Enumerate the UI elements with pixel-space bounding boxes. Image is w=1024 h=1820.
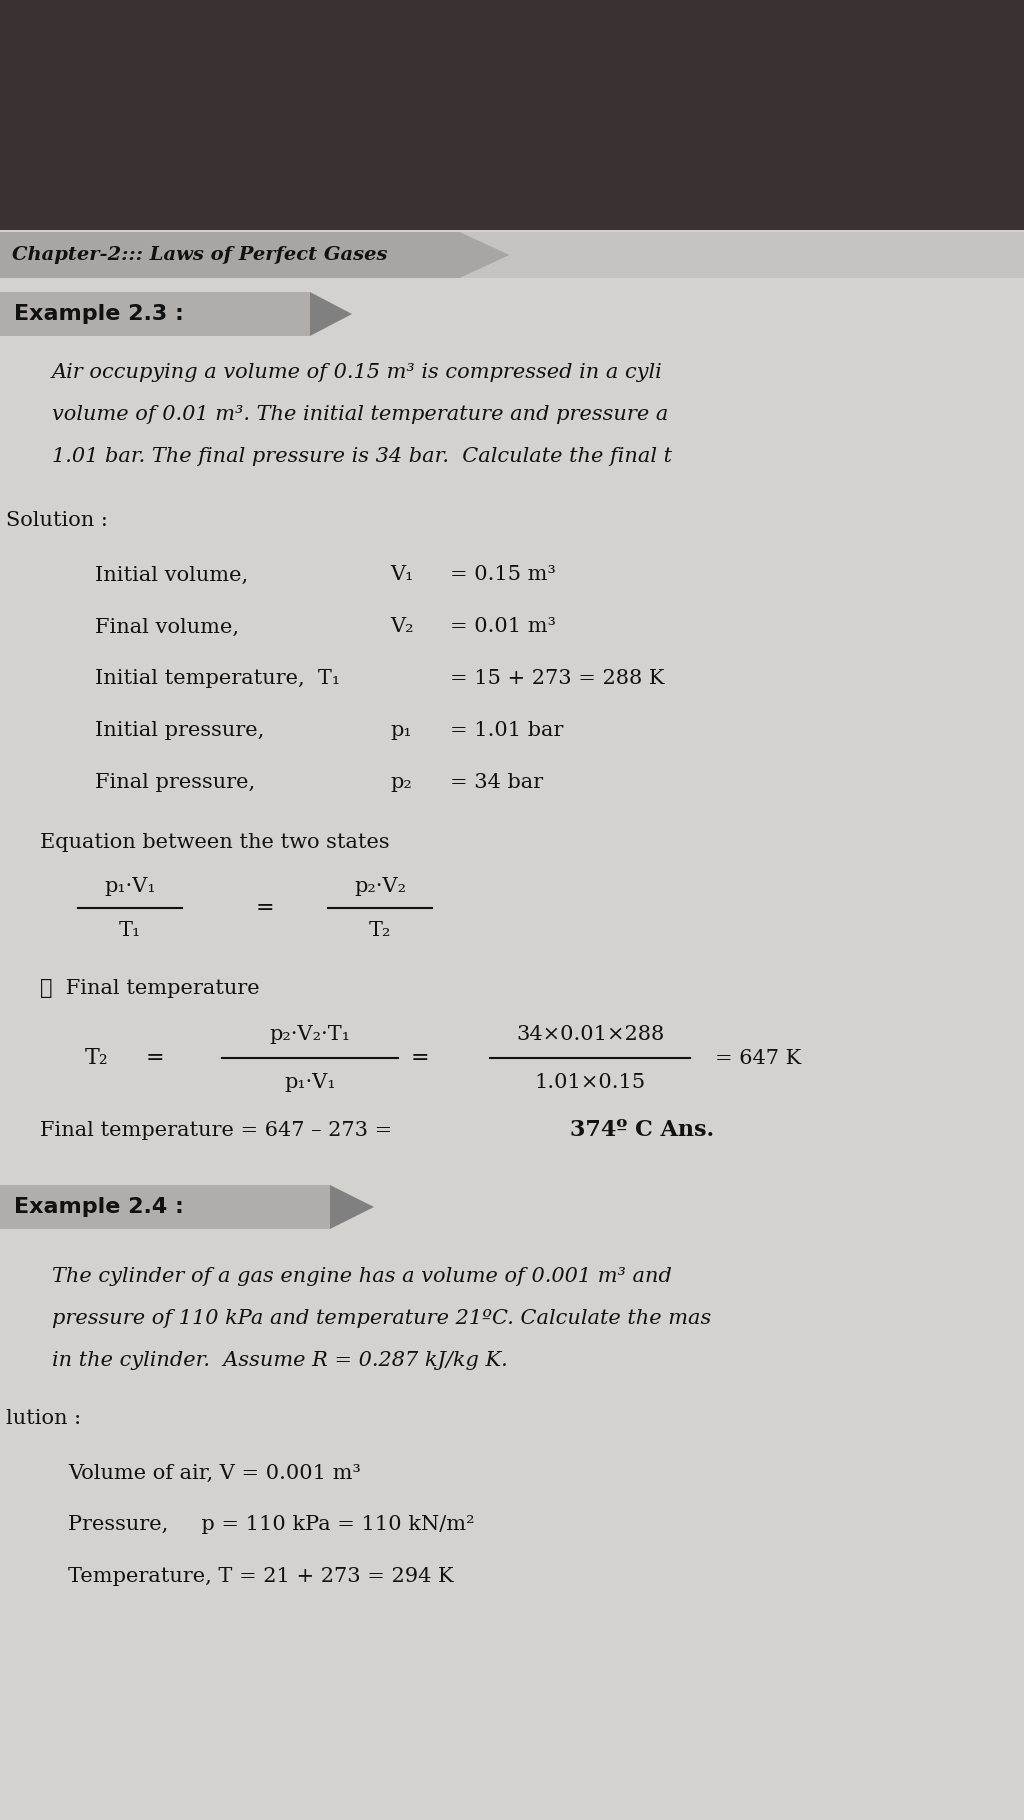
Text: p₁·V₁: p₁·V₁ (104, 877, 156, 895)
Text: Final temperature = 647 – 273 =: Final temperature = 647 – 273 = (40, 1121, 399, 1139)
Text: lution :: lution : (6, 1409, 81, 1427)
Polygon shape (460, 231, 1024, 278)
Text: Equation between the two states: Equation between the two states (40, 834, 389, 852)
Text: Initial volume,: Initial volume, (95, 566, 248, 584)
Text: Example 2.3 :: Example 2.3 : (14, 304, 184, 324)
Text: pressure of 110 kPa and temperature 21ºC. Calculate the mas: pressure of 110 kPa and temperature 21ºC… (52, 1310, 712, 1329)
Text: T₁: T₁ (119, 921, 141, 939)
Text: Air occupying a volume of 0.15 m³ is compressed in a cyli: Air occupying a volume of 0.15 m³ is com… (52, 362, 663, 382)
Text: T₂: T₂ (369, 921, 391, 939)
Text: Final pressure,: Final pressure, (95, 774, 255, 792)
Text: = 1.01 bar: = 1.01 bar (450, 721, 563, 741)
Text: p₁: p₁ (390, 721, 412, 741)
Text: Temperature, T = 21 + 273 = 294 K: Temperature, T = 21 + 273 = 294 K (68, 1567, 454, 1587)
Text: Chapter-2::: Laws of Perfect Gases: Chapter-2::: Laws of Perfect Gases (12, 246, 387, 264)
Text: Final volume,: Final volume, (95, 617, 239, 637)
Bar (0, 0, 1024, 229)
Text: 1.01×0.15: 1.01×0.15 (535, 1072, 645, 1092)
Text: =: = (411, 1046, 429, 1068)
Text: V₂: V₂ (390, 617, 414, 637)
Text: in the cylinder.  Assume R = 0.287 kJ/kg K.: in the cylinder. Assume R = 0.287 kJ/kg … (52, 1352, 508, 1370)
Text: = 0.01 m³: = 0.01 m³ (450, 617, 556, 637)
Text: Initial temperature,  T₁: Initial temperature, T₁ (95, 670, 340, 688)
Text: ∴  Final temperature: ∴ Final temperature (40, 979, 260, 997)
Text: Example 2.4 :: Example 2.4 : (14, 1198, 184, 1218)
Text: p₂·V₂·T₁: p₂·V₂·T₁ (269, 1025, 350, 1043)
Polygon shape (0, 231, 510, 278)
Text: 34×0.01×288: 34×0.01×288 (516, 1025, 665, 1043)
Text: Pressure,     p = 110 kPa = 110 kN/m²: Pressure, p = 110 kPa = 110 kN/m² (68, 1516, 475, 1534)
Text: = 15 + 273 = 288 K: = 15 + 273 = 288 K (450, 670, 665, 688)
Text: 1.01 bar. The final pressure is 34 bar.  Calculate the final t: 1.01 bar. The final pressure is 34 bar. … (52, 446, 672, 466)
Bar (0, 1185, 330, 1228)
Polygon shape (310, 291, 352, 337)
Text: V₁: V₁ (390, 566, 414, 584)
Text: volume of 0.01 m³. The initial temperature and pressure a: volume of 0.01 m³. The initial temperatu… (52, 404, 669, 424)
Text: p₂·V₂: p₂·V₂ (354, 877, 407, 895)
Polygon shape (330, 1185, 374, 1228)
Text: Initial pressure,: Initial pressure, (95, 721, 264, 741)
Text: = 647 K: = 647 K (715, 1048, 801, 1068)
Text: Solution :: Solution : (6, 510, 108, 530)
Text: 374º C Ans.: 374º C Ans. (570, 1119, 714, 1141)
Text: =: = (256, 897, 274, 919)
Text: = 34 bar: = 34 bar (450, 774, 543, 792)
Bar (0, 291, 310, 337)
Text: Volume of air, V = 0.001 m³: Volume of air, V = 0.001 m³ (68, 1463, 360, 1483)
Text: = 0.15 m³: = 0.15 m³ (450, 566, 556, 584)
Text: p₂: p₂ (390, 774, 412, 792)
Text: p₁·V₁: p₁·V₁ (285, 1072, 336, 1092)
Text: T₂: T₂ (85, 1046, 109, 1068)
Text: =: = (145, 1046, 164, 1068)
Text: The cylinder of a gas engine has a volume of 0.001 m³ and: The cylinder of a gas engine has a volum… (52, 1267, 672, 1287)
